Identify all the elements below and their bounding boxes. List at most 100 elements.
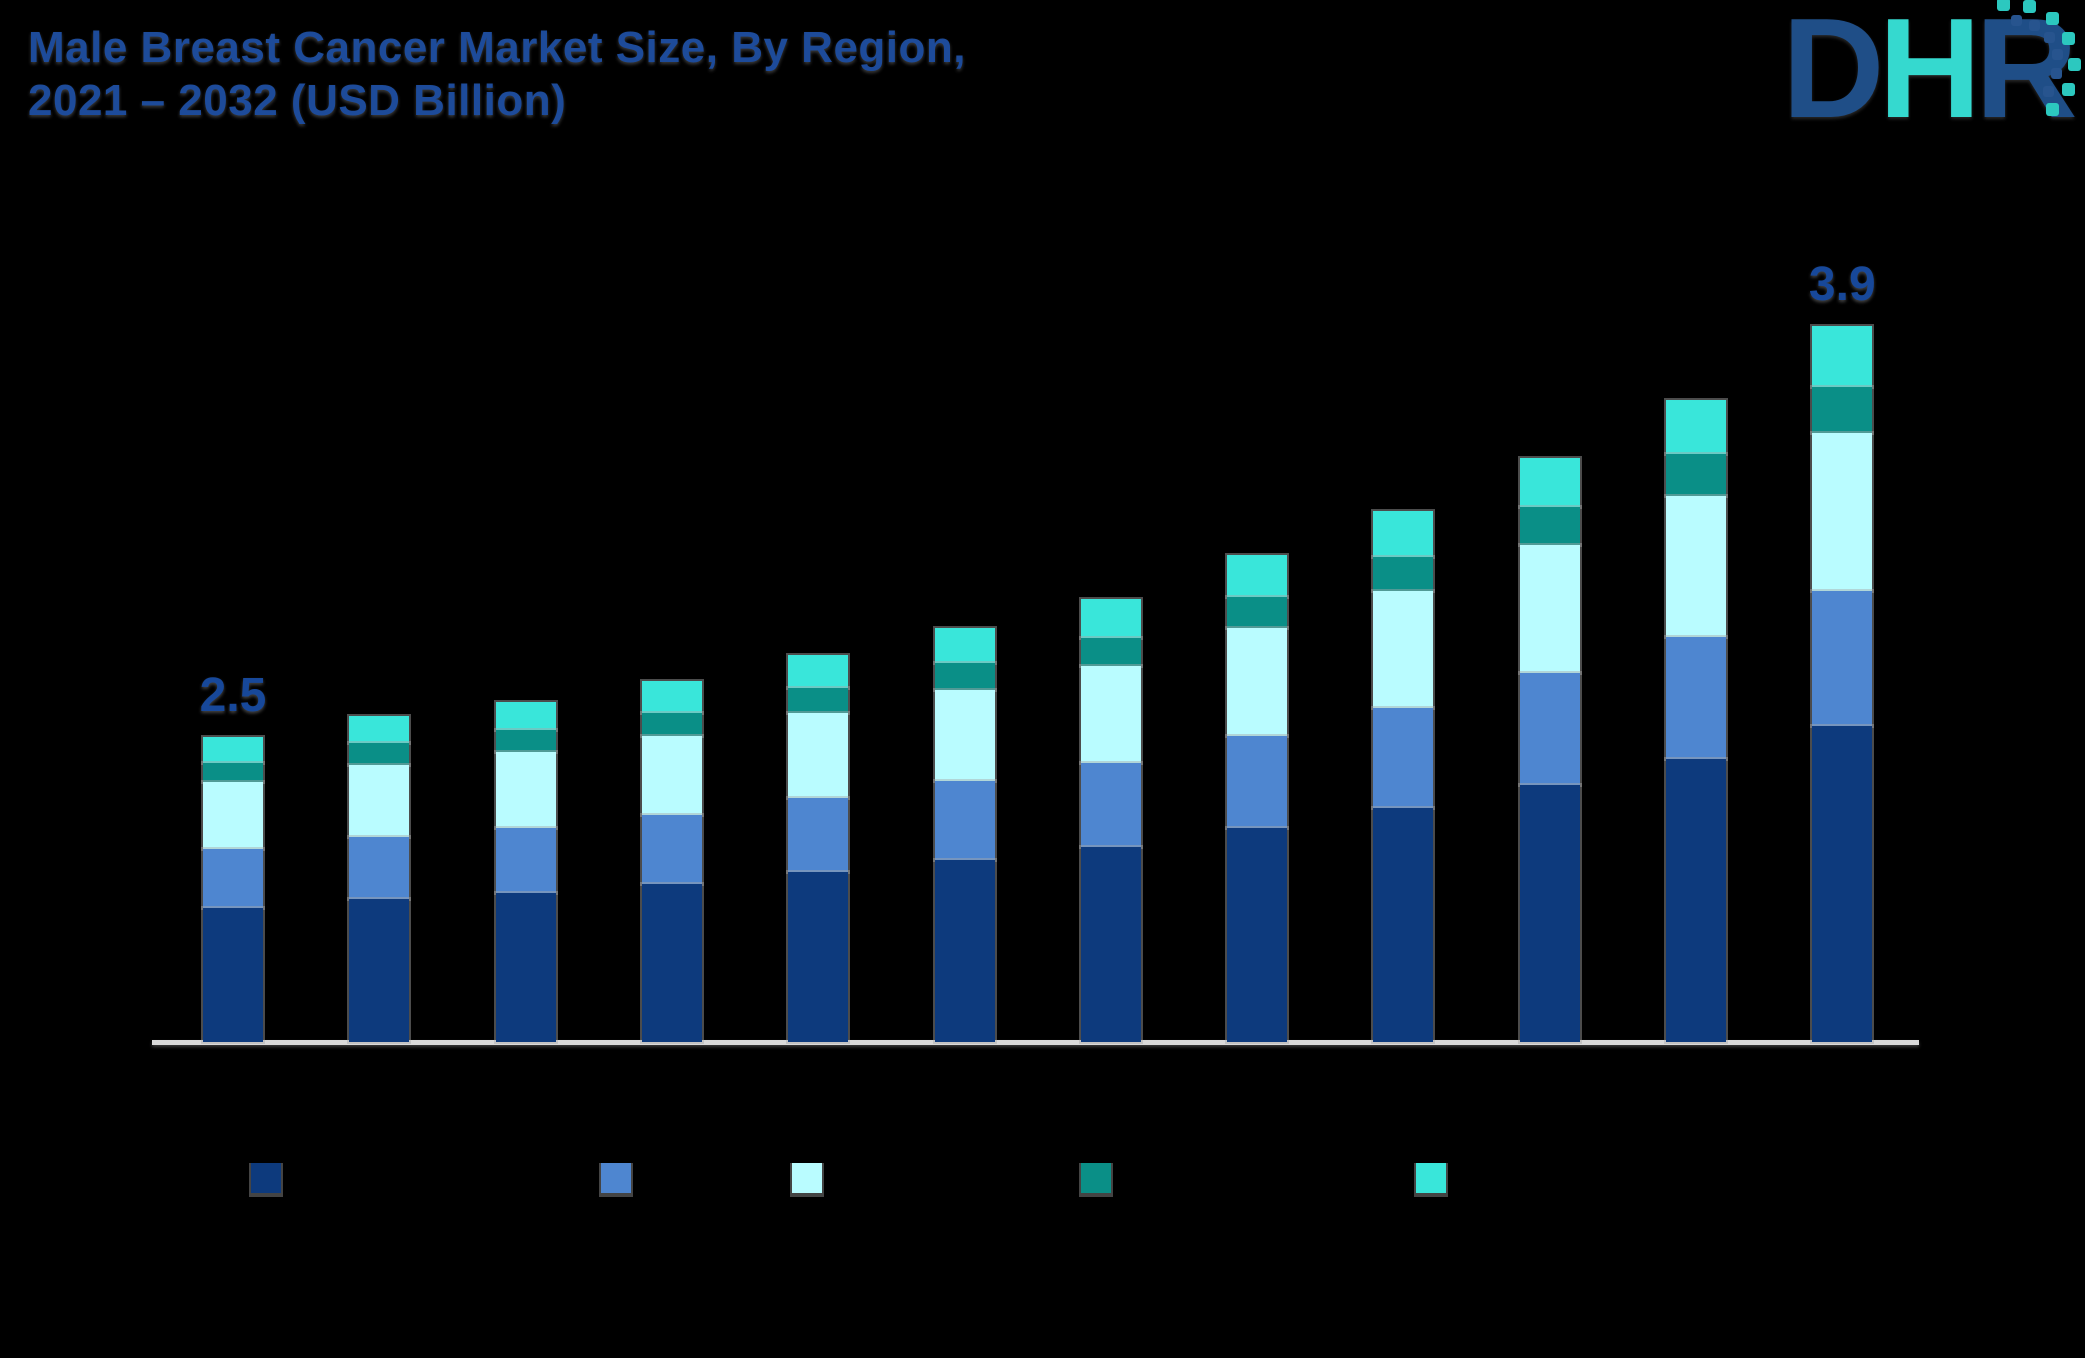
bar-segment-navy — [641, 883, 702, 1042]
logo-letter-d: D — [1782, 0, 1885, 148]
bar-segment-navy — [203, 907, 263, 1042]
logo-dot — [2046, 11, 2060, 25]
bar-segment-teal — [1373, 556, 1434, 591]
bar-segment-teal — [788, 688, 849, 714]
bar-segment-medium-blue — [1080, 763, 1141, 847]
chart-title-line1: Male Breast Cancer Market Size, By Regio… — [28, 23, 966, 72]
bar-segment-turquoise — [641, 681, 702, 714]
bar-segment-navy — [1666, 758, 1726, 1042]
bar-segment-teal — [1666, 454, 1726, 497]
bar-segment-medium-blue — [934, 781, 995, 861]
bar-segment-pale-cyan — [495, 752, 556, 828]
logo-letter-h: H — [1878, 0, 1982, 148]
bar-segment-turquoise — [1666, 399, 1726, 455]
bar-2030 — [1519, 458, 1580, 1042]
bar-segment-teal — [1080, 637, 1141, 667]
logo-letters: DHR — [1782, 0, 2078, 140]
logo-dot — [2067, 57, 2081, 71]
bar-segment-navy — [1080, 846, 1141, 1042]
bar-segment-medium-blue — [495, 827, 556, 893]
bar-value-label-2032: 3.9 — [1808, 258, 1876, 312]
bar-segment-medium-blue — [1373, 707, 1434, 809]
legend-swatch-navy — [251, 1163, 281, 1193]
bar-segment-turquoise — [349, 716, 410, 744]
bar-segment-pale-cyan — [641, 736, 702, 816]
bar-segment-navy — [495, 892, 556, 1042]
legend-swatch-pale-cyan — [792, 1163, 822, 1193]
logo-dot — [2043, 32, 2055, 44]
legend-swatch-medium-blue — [601, 1163, 631, 1193]
logo-dot — [1997, 0, 2011, 12]
bar-2026 — [934, 628, 995, 1042]
bar-segment-navy — [788, 872, 849, 1042]
bar-segment-pale-cyan — [1080, 666, 1141, 764]
bar-segment-navy — [1519, 784, 1580, 1042]
bar-2025 — [788, 654, 849, 1042]
bar-segment-teal — [1227, 597, 1288, 629]
x-axis-line — [152, 1040, 1919, 1045]
bar-segment-medium-blue — [1519, 673, 1580, 785]
bar-segment-medium-blue — [1666, 637, 1726, 759]
bar-segment-navy — [1227, 828, 1288, 1042]
bar-segment-pale-cyan — [203, 782, 263, 850]
bar-segment-turquoise — [1227, 555, 1288, 598]
logo-dot — [2051, 49, 2063, 61]
bar-segment-medium-blue — [349, 836, 410, 899]
bar-segment-navy — [934, 860, 995, 1042]
logo-dot — [2043, 85, 2055, 97]
bar-segment-pale-cyan — [1519, 544, 1580, 674]
bar-2023 — [495, 701, 556, 1042]
bar-value-label-2021: 2.5 — [199, 668, 267, 722]
bar-2021: 2.5 — [200, 669, 266, 1042]
bar-segment-turquoise — [1519, 458, 1580, 508]
bar-segment-medium-blue — [1227, 736, 1288, 829]
bar-segment-medium-blue — [641, 815, 702, 884]
logo-dot — [2061, 82, 2075, 96]
bar-segment-medium-blue — [203, 849, 263, 908]
bar-segment-turquoise — [203, 736, 263, 763]
bar-segment-teal — [1812, 386, 1873, 433]
logo-dot — [2051, 68, 2063, 80]
bar-segment-teal — [495, 730, 556, 753]
logo-dot — [2029, 19, 2041, 31]
bar-segment-turquoise — [788, 654, 849, 689]
bar-segment-pale-cyan — [1373, 590, 1434, 708]
bar-segment-turquoise — [1812, 326, 1873, 387]
logo-dot — [2023, 0, 2037, 13]
bar-segment-medium-blue — [1812, 590, 1873, 727]
bar-segment-pale-cyan — [349, 764, 410, 837]
bar-2022 — [349, 716, 410, 1042]
bar-2032: 3.9 — [1809, 258, 1876, 1042]
bar-segment-navy — [1373, 808, 1434, 1042]
bar-2028 — [1227, 555, 1288, 1042]
chart-title: Male Breast Cancer Market Size, By Regio… — [28, 22, 1228, 128]
bar-segment-pale-cyan — [934, 690, 995, 782]
bar-2027 — [1080, 599, 1141, 1042]
bar-segment-medium-blue — [788, 798, 849, 873]
bar-segment-turquoise — [1373, 511, 1434, 557]
bar-segment-teal — [203, 762, 263, 783]
bar-segment-teal — [934, 663, 995, 691]
dhr-logo: DHR — [1782, 0, 2082, 142]
chart-title-line2: 2021 – 2032 (USD Billion) — [28, 75, 567, 125]
legend-swatch-turquoise — [1416, 1163, 1446, 1193]
bar-segment-pale-cyan — [1812, 432, 1873, 591]
bar-segment-teal — [349, 743, 410, 765]
bar-segment-navy — [1812, 726, 1873, 1042]
bar-segment-teal — [641, 713, 702, 737]
bar-segment-pale-cyan — [1666, 496, 1726, 638]
bar-segment-pale-cyan — [1227, 628, 1288, 737]
bar-segment-teal — [1519, 507, 1580, 545]
bar-2024 — [641, 681, 702, 1042]
bar-segment-pale-cyan — [788, 713, 849, 799]
bar-2029 — [1373, 511, 1434, 1042]
bar-segment-turquoise — [934, 628, 995, 664]
logo-dot — [2046, 103, 2060, 117]
bar-2031 — [1666, 399, 1726, 1042]
logo-dot — [2010, 14, 2022, 26]
bar-segment-turquoise — [495, 701, 556, 731]
legend-swatch-teal — [1081, 1163, 1111, 1193]
